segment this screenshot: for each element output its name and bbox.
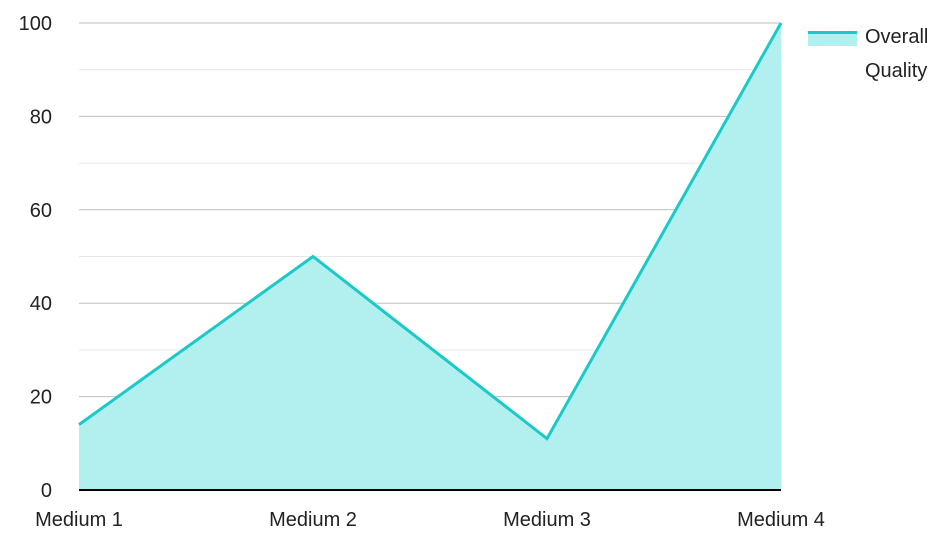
y-tick-label: 80 <box>30 106 52 128</box>
series-line <box>78 22 783 441</box>
legend-label: Quality <box>865 60 927 82</box>
y-tick-label: 100 <box>19 13 52 35</box>
y-tick-label: 40 <box>30 293 52 315</box>
series-area <box>79 23 781 490</box>
x-tick-label: Medium 4 <box>737 509 825 531</box>
legend: Overall Quality <box>808 26 928 82</box>
x-tick-label: Medium 2 <box>269 509 357 531</box>
y-tick-label: 0 <box>41 480 52 502</box>
y-tick-label: 20 <box>30 387 52 409</box>
series-area-fill <box>79 23 781 490</box>
x-tick-label: Medium 1 <box>35 509 123 531</box>
series-line-group <box>78 22 783 441</box>
y-tick-label: 60 <box>30 200 52 222</box>
legend-swatch-fill <box>808 31 857 46</box>
legend-label: Overall <box>865 26 928 48</box>
x-tick-label: Medium 3 <box>503 509 591 531</box>
y-axis-ticks: 0 20 40 60 80 100 <box>19 13 52 502</box>
x-axis-ticks: Medium 1 Medium 2 Medium 3 Medium 4 <box>35 509 825 531</box>
